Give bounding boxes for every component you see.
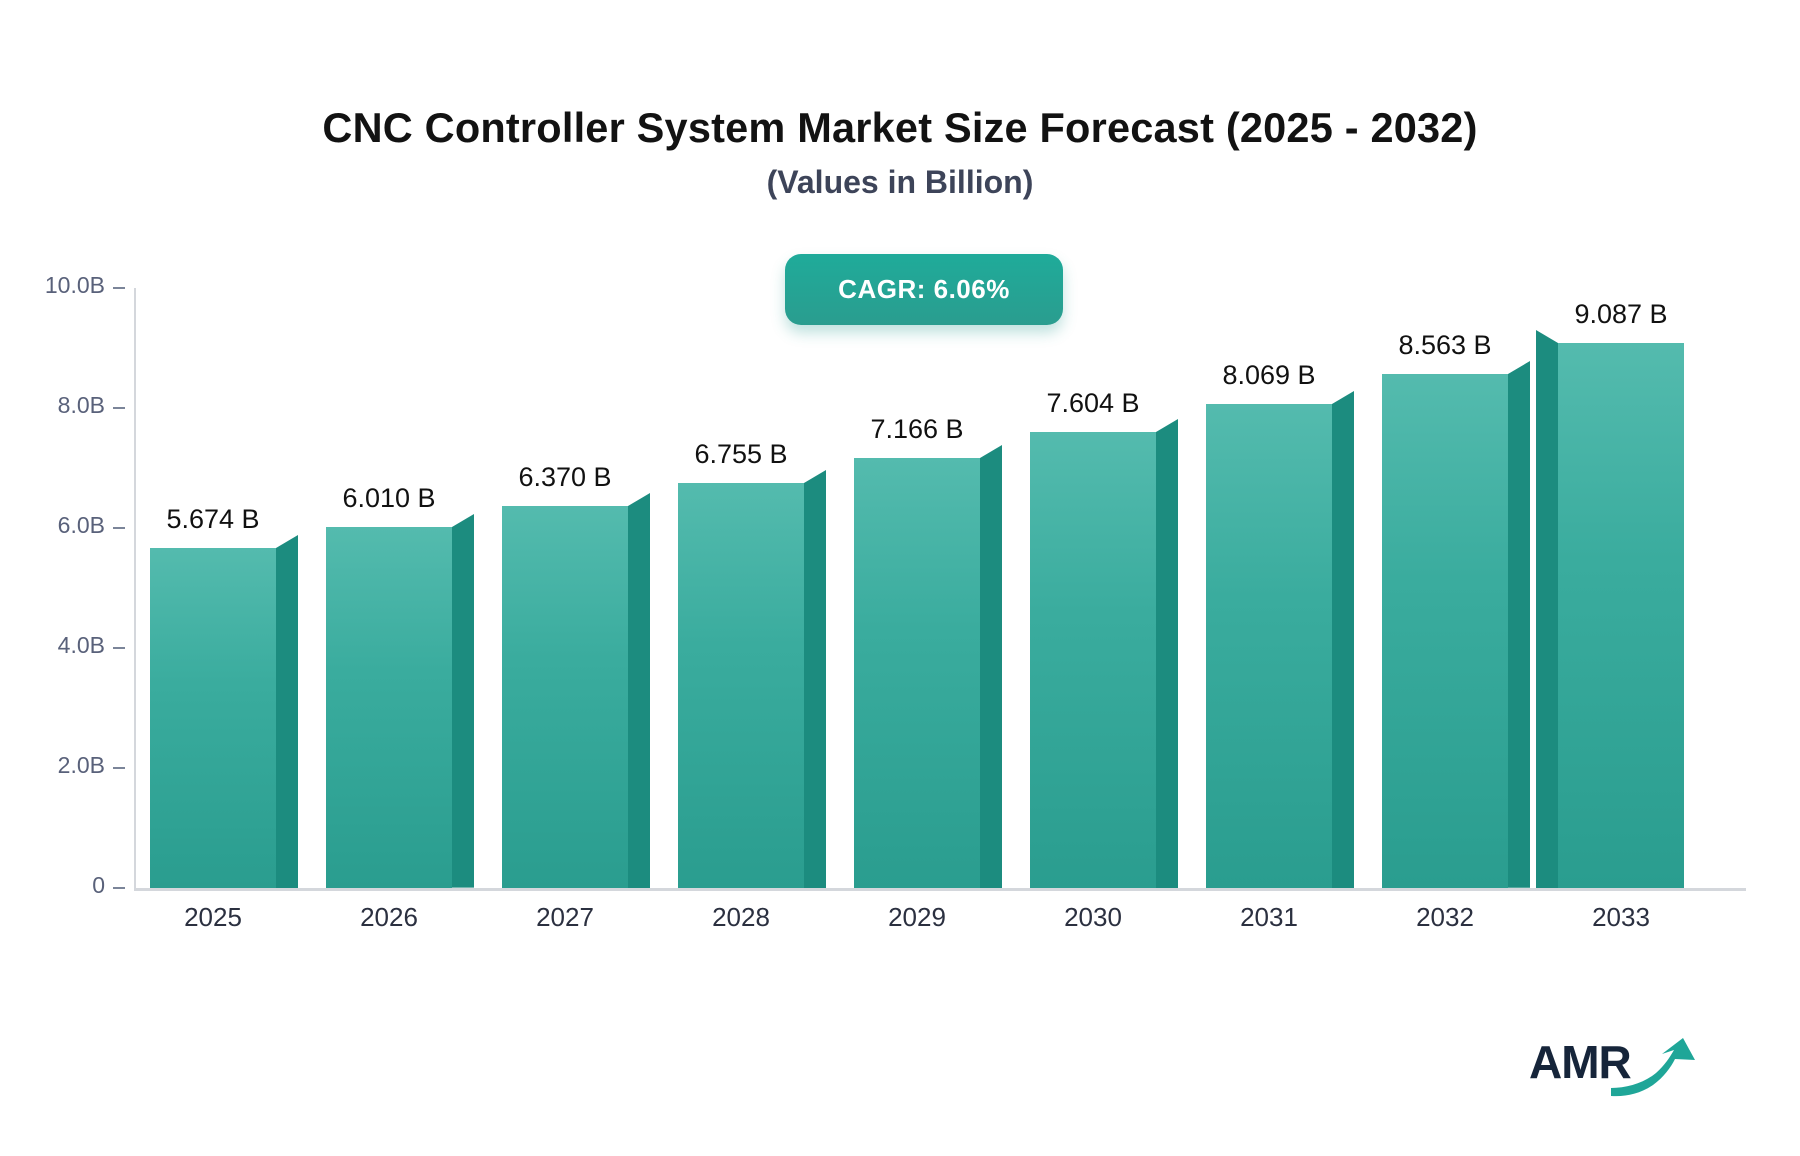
svg-text:AMR: AMR xyxy=(1529,1036,1632,1088)
